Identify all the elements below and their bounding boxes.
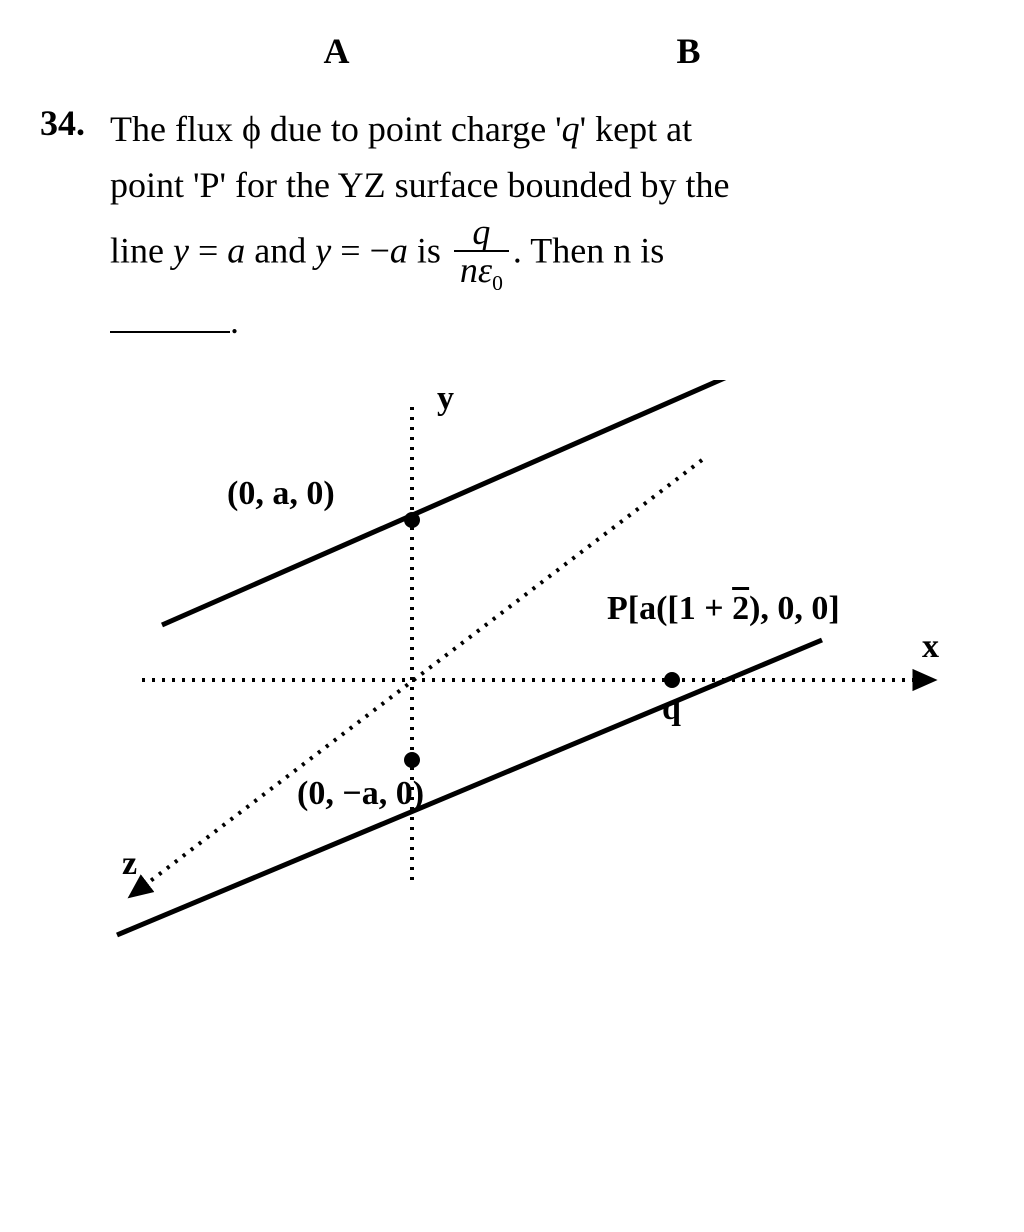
label-0-a-0: (0, a, 0) xyxy=(227,475,335,513)
point-0-neg-a-0 xyxy=(404,752,420,768)
y-axis-label: y xyxy=(437,380,454,418)
minus-sign: − xyxy=(370,230,390,270)
phi-symbol: ϕ xyxy=(242,109,261,149)
x-axis-label: x xyxy=(922,628,939,666)
text-span: and xyxy=(245,230,315,270)
text-span: = xyxy=(331,230,369,270)
text-span: ' kept at xyxy=(580,109,692,149)
q-var: q xyxy=(562,109,580,149)
question-34: 34. The flux ϕ due to point charge 'q' k… xyxy=(40,102,984,350)
frac-num: q xyxy=(472,212,490,252)
frac-den-eps: ε xyxy=(478,250,492,290)
text-span: . xyxy=(230,301,239,341)
label-q: q xyxy=(662,690,681,728)
text-span: due to point charge ' xyxy=(261,109,562,149)
diagram-svg xyxy=(62,380,962,940)
text-span: = xyxy=(189,230,227,270)
p-label-post: ), 0, 0] xyxy=(749,590,840,627)
text-span: The flux xyxy=(110,109,242,149)
a-var: a xyxy=(390,230,408,270)
z-axis-label: z xyxy=(122,845,137,883)
answer-blank xyxy=(110,331,230,333)
y-var: y xyxy=(173,230,189,270)
header-letter-b: B xyxy=(676,30,700,72)
diagram: y x z (0, a, 0) (0, −a, 0) q P[a([1 + 2)… xyxy=(62,380,962,940)
text-span: point 'P' for the YZ surface bounded by … xyxy=(110,165,730,205)
frac-den-n: n xyxy=(460,250,478,290)
header-letter-a: A xyxy=(323,30,349,72)
label-p: P[a([1 + 2), 0, 0] xyxy=(607,590,840,628)
p-label-pre: P[a([1 + xyxy=(607,590,732,627)
fraction: qnε0 xyxy=(454,214,509,295)
point-q xyxy=(664,672,680,688)
line-y-equals-neg-a xyxy=(117,640,822,935)
question-text: The flux ϕ due to point charge 'q' kept … xyxy=(110,102,984,350)
question-number: 34. xyxy=(40,102,110,144)
point-0-a-0 xyxy=(404,512,420,528)
frac-den-sub: 0 xyxy=(492,271,503,295)
text-span: is xyxy=(408,230,450,270)
text-span: line xyxy=(110,230,173,270)
y-var: y xyxy=(315,230,331,270)
text-span: . Then n is xyxy=(513,230,664,270)
a-var: a xyxy=(227,230,245,270)
p-label-root: 2 xyxy=(732,590,749,627)
label-0-neg-a-0: (0, −a, 0) xyxy=(297,775,424,813)
